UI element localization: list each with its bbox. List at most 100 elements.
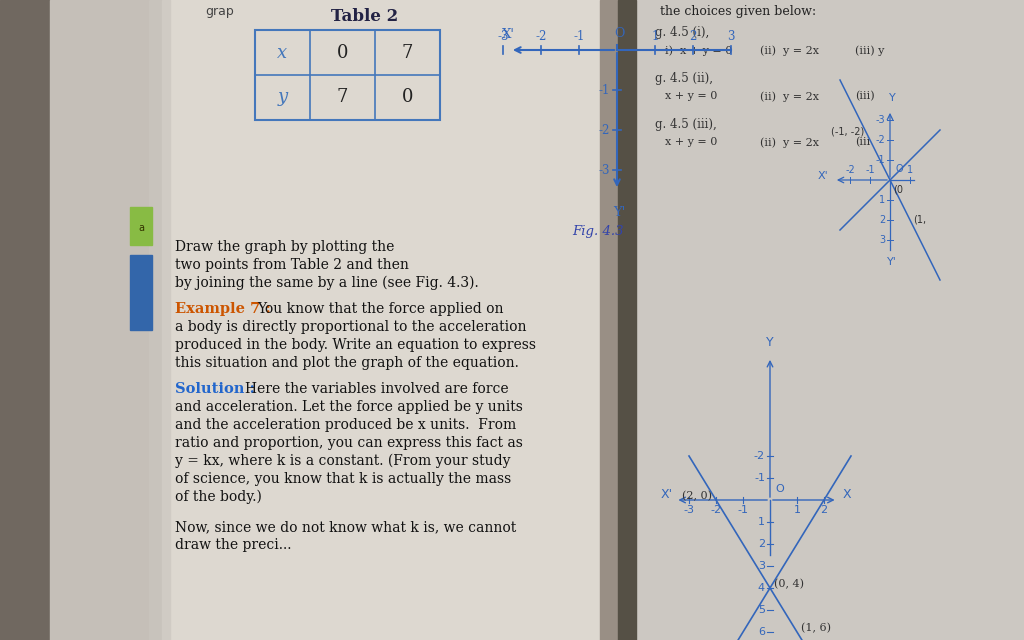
Text: this situation and plot the graph of the equation.: this situation and plot the graph of the… xyxy=(175,356,519,370)
Text: (2, 0): (2, 0) xyxy=(682,491,712,501)
Text: 0: 0 xyxy=(337,44,348,61)
Bar xyxy=(150,0,620,640)
Text: by joining the same by a line (see Fig. 4.3).: by joining the same by a line (see Fig. … xyxy=(175,276,479,291)
Text: X': X' xyxy=(660,488,673,500)
Text: X: X xyxy=(843,488,852,500)
Text: -3: -3 xyxy=(598,163,610,177)
Text: (0, 4): (0, 4) xyxy=(774,579,804,589)
Text: of the body.): of the body.) xyxy=(175,490,262,504)
Text: (1,: (1, xyxy=(913,215,926,225)
Text: (iii: (iii xyxy=(855,137,870,147)
Text: Table 2: Table 2 xyxy=(332,8,398,25)
Text: -1: -1 xyxy=(573,30,585,43)
Text: -2: -2 xyxy=(876,135,885,145)
Text: (0: (0 xyxy=(893,185,903,195)
Text: and acceleration. Let the force applied be y units: and acceleration. Let the force applied … xyxy=(175,400,523,414)
Text: -1: -1 xyxy=(865,165,874,175)
Bar xyxy=(600,0,618,640)
Text: y = kx, where k is a constant. (From your study: y = kx, where k is a constant. (From you… xyxy=(175,454,511,468)
Text: -2: -2 xyxy=(754,451,765,461)
Text: grap: grap xyxy=(205,5,233,18)
Text: i)  x + y = 0: i) x + y = 0 xyxy=(665,45,732,56)
Text: (ii)  y = 2x: (ii) y = 2x xyxy=(760,45,819,56)
Text: Y: Y xyxy=(889,93,895,103)
Text: Y': Y' xyxy=(887,257,897,267)
Text: -1: -1 xyxy=(599,83,610,97)
Text: -2: -2 xyxy=(599,124,610,136)
Text: 2: 2 xyxy=(689,30,696,43)
Text: g. 4.5 (ii),: g. 4.5 (ii), xyxy=(655,72,713,85)
Text: -2: -2 xyxy=(845,165,855,175)
Bar xyxy=(636,0,1024,640)
Text: draw the preci...: draw the preci... xyxy=(175,538,292,552)
Text: x + y = 0: x + y = 0 xyxy=(665,137,718,147)
Text: X': X' xyxy=(817,171,828,181)
Bar xyxy=(618,0,636,640)
Text: 3: 3 xyxy=(758,561,765,571)
Text: O: O xyxy=(895,164,902,174)
Text: 1: 1 xyxy=(794,505,801,515)
Text: 6: 6 xyxy=(758,627,765,637)
Text: the choices given below:: the choices given below: xyxy=(660,5,816,18)
Text: -2: -2 xyxy=(536,30,547,43)
Text: O: O xyxy=(613,27,625,40)
Text: O: O xyxy=(775,484,783,494)
Text: 1: 1 xyxy=(879,195,885,205)
Text: of science, you know that k is actually the mass: of science, you know that k is actually … xyxy=(175,472,511,486)
Text: two points from Table 2 and then: two points from Table 2 and then xyxy=(175,258,409,272)
Text: 3: 3 xyxy=(727,30,735,43)
Text: (iii) y: (iii) y xyxy=(855,45,885,56)
Text: a body is directly proportional to the acceleration: a body is directly proportional to the a… xyxy=(175,320,526,334)
Text: X': X' xyxy=(502,28,514,41)
Text: Draw the graph by plotting the: Draw the graph by plotting the xyxy=(175,240,394,254)
Text: -3: -3 xyxy=(498,30,509,43)
Text: 1: 1 xyxy=(758,517,765,527)
Text: 2: 2 xyxy=(758,539,765,549)
Bar xyxy=(130,207,152,245)
Text: -3: -3 xyxy=(876,115,885,125)
Text: Y': Y' xyxy=(612,206,626,219)
Text: -1: -1 xyxy=(737,505,749,515)
Bar xyxy=(150,0,162,640)
Text: Example 7 :: Example 7 : xyxy=(175,302,271,316)
Bar xyxy=(162,0,170,640)
Text: (iii): (iii) xyxy=(855,91,874,101)
Text: -1: -1 xyxy=(876,155,885,165)
Bar xyxy=(50,0,150,640)
Text: 2: 2 xyxy=(879,215,885,225)
Text: Y: Y xyxy=(766,335,774,349)
Text: You know that the force applied on: You know that the force applied on xyxy=(257,302,504,316)
Text: 3: 3 xyxy=(879,235,885,245)
Text: Now, since we do not know what k is, we cannot: Now, since we do not know what k is, we … xyxy=(175,520,516,534)
Text: ratio and proportion, you can express this fact as: ratio and proportion, you can express th… xyxy=(175,436,523,450)
Text: produced in the body. Write an equation to express: produced in the body. Write an equation … xyxy=(175,338,536,352)
Text: Solution :: Solution : xyxy=(175,382,255,396)
Text: 7: 7 xyxy=(337,88,348,106)
Text: Fig. 4.3: Fig. 4.3 xyxy=(572,225,624,238)
Bar xyxy=(255,30,440,120)
Text: Here the variables involved are force: Here the variables involved are force xyxy=(245,382,509,396)
Text: (ii)  y = 2x: (ii) y = 2x xyxy=(760,137,819,148)
Text: 5: 5 xyxy=(758,605,765,615)
Text: 4: 4 xyxy=(758,583,765,593)
Text: 1: 1 xyxy=(907,165,913,175)
Bar xyxy=(130,255,152,330)
Bar xyxy=(0,0,50,640)
Text: -2: -2 xyxy=(711,505,722,515)
Text: 2: 2 xyxy=(820,505,827,515)
Text: x + y = 0: x + y = 0 xyxy=(665,91,718,101)
Text: a: a xyxy=(138,223,144,233)
Text: (-1, -2): (-1, -2) xyxy=(830,127,864,137)
Text: and the acceleration produced be x units.  From: and the acceleration produced be x units… xyxy=(175,418,516,432)
Text: 0: 0 xyxy=(401,88,414,106)
Text: (ii)  y = 2x: (ii) y = 2x xyxy=(760,91,819,102)
Text: -1: -1 xyxy=(754,473,765,483)
Text: -3: -3 xyxy=(683,505,694,515)
Text: g. 4.5 (i),: g. 4.5 (i), xyxy=(655,26,710,39)
Text: y: y xyxy=(278,88,288,106)
Text: 1: 1 xyxy=(651,30,658,43)
Text: g. 4.5 (iii),: g. 4.5 (iii), xyxy=(655,118,717,131)
Text: (1, 6): (1, 6) xyxy=(801,623,831,633)
Text: x: x xyxy=(278,44,288,61)
Text: 7: 7 xyxy=(401,44,414,61)
